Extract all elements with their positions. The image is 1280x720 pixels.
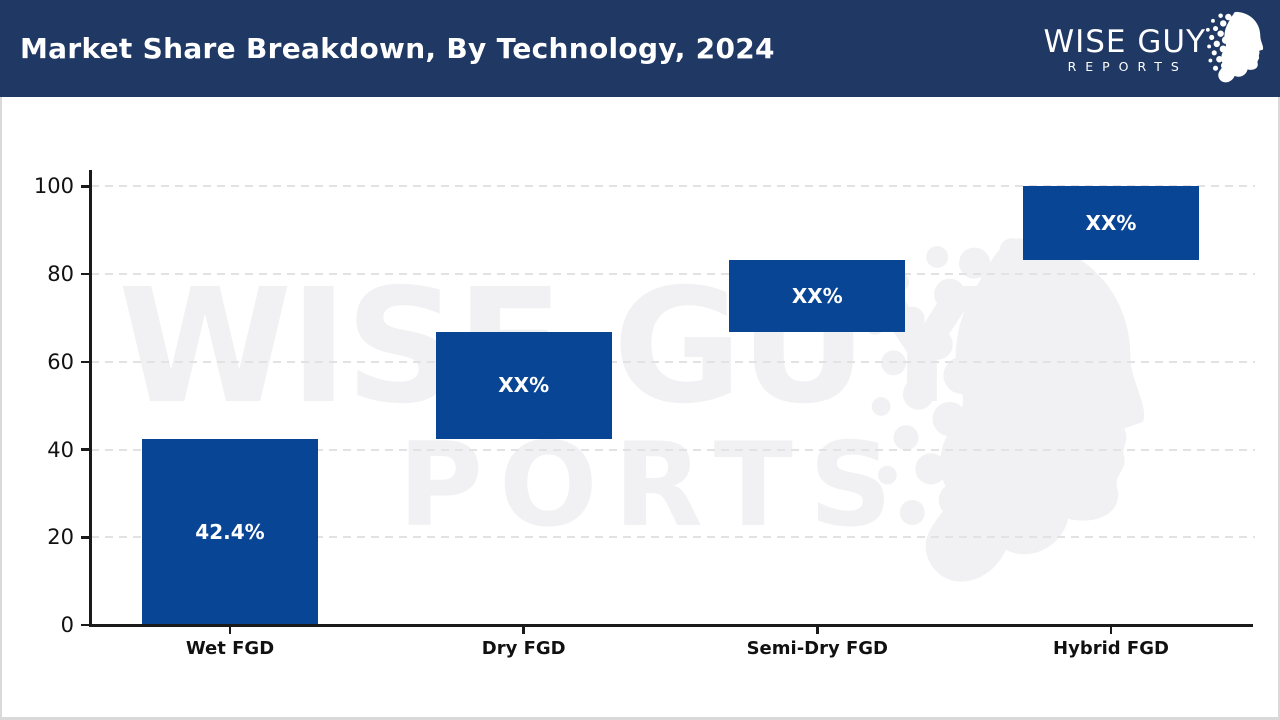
bar-dry-fgd: XX% xyxy=(435,331,612,439)
page-title: Market Share Breakdown, By Technology, 2… xyxy=(20,32,775,65)
y-tick-label-80: 80 xyxy=(47,262,74,287)
page-border-right xyxy=(1278,97,1280,720)
wiseguy-face-icon xyxy=(1204,9,1268,89)
bar-value-label-dry-fgd: XX% xyxy=(498,373,550,398)
y-tick-40 xyxy=(81,448,90,451)
bar-value-label-semi-dry-fgd: XX% xyxy=(791,283,843,308)
x-tick-label-wet-fgd: Wet FGD xyxy=(185,638,275,659)
gridline-60 xyxy=(91,360,1255,363)
y-tick-0 xyxy=(81,623,90,627)
page-border-left xyxy=(0,97,2,720)
x-tick-label-dry-fgd: Dry FGD xyxy=(481,638,566,659)
y-tick-label-100: 100 xyxy=(33,174,74,199)
header-bar: Market Share Breakdown, By Technology, 2… xyxy=(0,0,1280,97)
brand-logo: WISE GUY REPORTS xyxy=(1043,6,1268,92)
bar-value-label-hybrid-fgd: XX% xyxy=(1085,211,1137,236)
watermark-text-line2: PORTS xyxy=(398,418,909,553)
bar-semi-dry-fgd: XX% xyxy=(729,260,906,332)
x-tick-semi-dry-fgd xyxy=(816,626,819,634)
gridline-80 xyxy=(91,273,1255,276)
y-tick-label-40: 40 xyxy=(47,437,74,462)
y-tick-label-60: 60 xyxy=(47,349,74,374)
gridline-20 xyxy=(91,536,1255,539)
y-tick-label-20: 20 xyxy=(47,525,74,550)
x-tick-dry-fgd xyxy=(522,626,525,634)
y-axis-line xyxy=(89,170,92,627)
gridline-100 xyxy=(91,185,1255,188)
y-tick-100 xyxy=(81,185,90,188)
x-tick-hybrid-fgd xyxy=(1109,626,1113,634)
bar-wet-fgd: 42.4% xyxy=(142,438,318,625)
x-axis-line xyxy=(89,624,1253,627)
gridline-40 xyxy=(91,448,1255,451)
y-tick-label-0: 0 xyxy=(60,613,74,637)
y-tick-20 xyxy=(81,536,90,539)
x-tick-wet-fgd xyxy=(228,626,232,634)
y-tick-80 xyxy=(81,272,90,276)
page-border-bottom xyxy=(0,717,1280,720)
bar-hybrid-fgd: XX% xyxy=(1023,186,1199,260)
bar-value-label-wet-fgd: 42.4% xyxy=(195,519,265,544)
brand-subtitle: REPORTS xyxy=(1067,59,1188,75)
brand-logo-text: WISE GUY REPORTS xyxy=(1043,26,1206,75)
x-tick-label-hybrid-fgd: Hybrid FGD xyxy=(1053,638,1169,659)
x-tick-label-semi-dry-fgd: Semi-Dry FGD xyxy=(746,638,888,659)
y-tick-60 xyxy=(81,360,90,364)
brand-name: WISE GUY xyxy=(1043,23,1206,60)
